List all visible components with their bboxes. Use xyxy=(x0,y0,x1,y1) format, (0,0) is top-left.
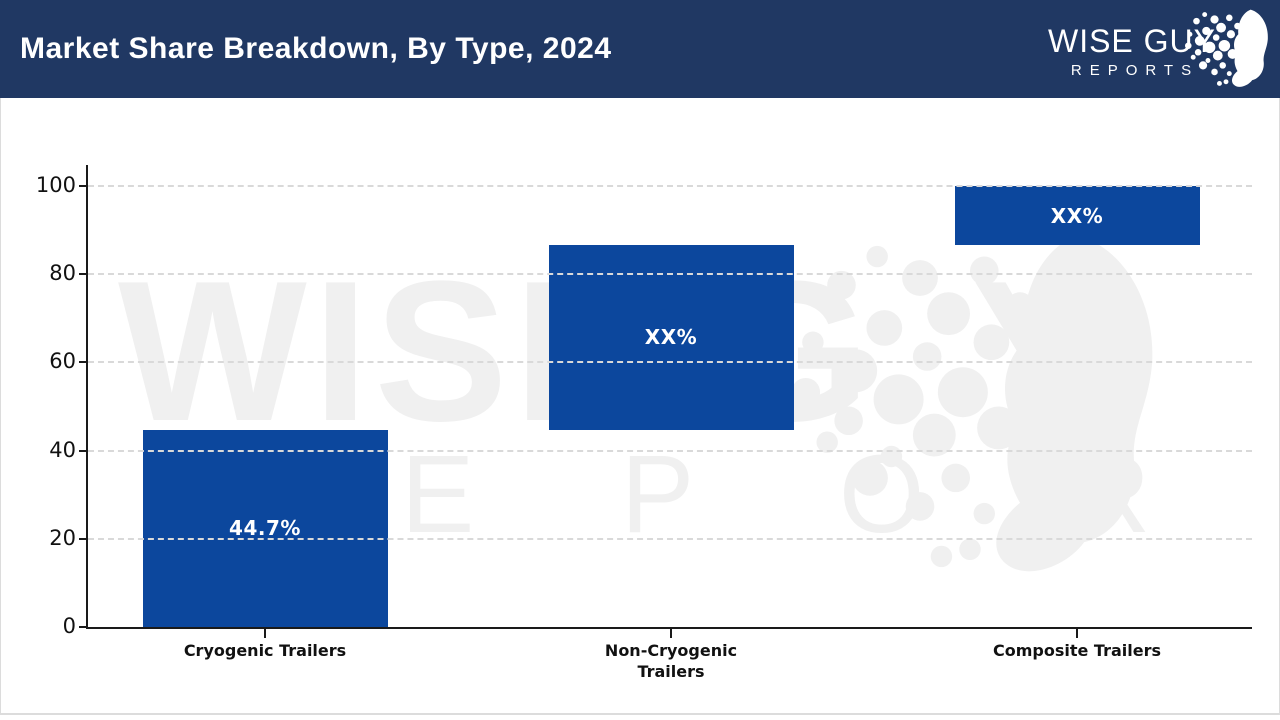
gridline xyxy=(88,185,1252,187)
bar-value-label: XX% xyxy=(1050,203,1104,228)
bar-value-label: XX% xyxy=(644,325,698,350)
x-tick-mark xyxy=(670,629,672,638)
y-tick-label: 80 xyxy=(49,261,76,286)
gridline xyxy=(88,537,1252,540)
header-bar: Market Share Breakdown, By Type, 2024 WI… xyxy=(0,0,1280,98)
page-title: Market Share Breakdown, By Type, 2024 xyxy=(20,32,612,65)
wiseguy-logo: WISE GUY REPORTS xyxy=(1048,6,1272,90)
logo-wordmark: WISE GUY xyxy=(1047,23,1216,59)
watermark-face-icon xyxy=(791,235,1153,572)
bar-value-label: 44.7% xyxy=(229,516,301,541)
y-tick-mark xyxy=(79,273,88,276)
logo-face-icon xyxy=(1185,9,1268,87)
bar-segment: 44.7% xyxy=(142,429,388,627)
y-tick-label: 20 xyxy=(49,525,76,550)
bar-segment: XX% xyxy=(548,245,794,430)
y-tick-label: 0 xyxy=(62,614,76,638)
gridline xyxy=(88,273,1252,276)
y-tick-label: 60 xyxy=(49,349,76,374)
y-tick-label: 100 xyxy=(35,173,76,197)
bottom-border xyxy=(0,713,1280,715)
x-axis-category-label: Non-Cryogenic Trailers xyxy=(604,641,738,681)
logo-text: WISE GUY REPORTS xyxy=(1048,23,1216,79)
x-axis-category-label: Composite Trailers xyxy=(992,641,1161,660)
left-border xyxy=(0,98,1,715)
x-axis-category-label: Cryogenic Trailers xyxy=(183,641,347,660)
x-axis-spine xyxy=(86,627,1252,629)
logo-subtitle: REPORTS xyxy=(1070,62,1200,79)
y-tick-mark xyxy=(79,361,88,364)
x-tick-mark xyxy=(1076,629,1078,638)
y-tick-mark xyxy=(79,626,88,628)
y-tick-mark xyxy=(79,185,88,187)
x-tick-mark xyxy=(264,629,266,638)
y-axis-spine xyxy=(86,165,88,629)
y-tick-mark xyxy=(79,537,88,540)
bar-segment: XX% xyxy=(954,186,1200,246)
gridline xyxy=(88,361,1252,364)
y-tick-label: 40 xyxy=(49,437,76,462)
gridline xyxy=(88,449,1252,452)
y-tick-mark xyxy=(79,449,88,452)
watermark-text-y: Y xyxy=(972,240,1106,463)
